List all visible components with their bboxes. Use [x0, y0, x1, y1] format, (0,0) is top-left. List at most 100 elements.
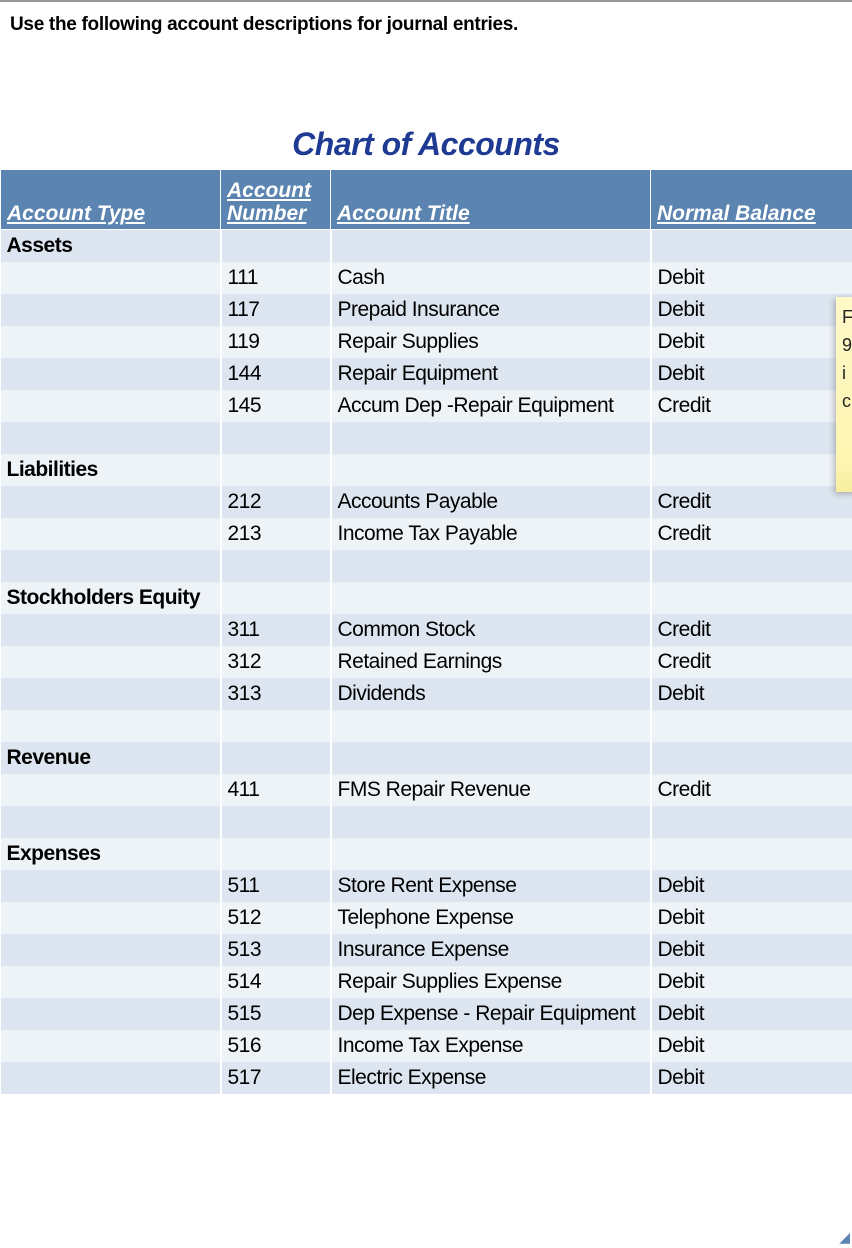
table-row: Stockholders Equity: [1, 582, 852, 614]
table-cell: [1, 550, 221, 582]
table-cell: Common Stock: [331, 614, 651, 646]
col-normal-balance: Normal Balance: [651, 170, 852, 230]
table-cell: 513: [221, 934, 331, 966]
table-cell: Expenses: [1, 838, 221, 870]
table-cell: [221, 230, 331, 262]
table-cell: [221, 454, 331, 486]
table-cell: 145: [221, 390, 331, 422]
table-cell: 312: [221, 646, 331, 678]
table-cell: Debit: [651, 262, 852, 294]
sticky-char: 9: [836, 331, 852, 359]
sticky-char: c: [836, 387, 852, 415]
table-cell: [651, 710, 852, 742]
table-cell: [1, 294, 221, 326]
table-row: [1, 550, 852, 582]
table-cell: Debit: [651, 998, 852, 1030]
table-cell: Debit: [651, 358, 852, 390]
table-cell: [331, 454, 651, 486]
table-cell: Electric Expense: [331, 1062, 651, 1094]
table-cell: [221, 742, 331, 774]
table-cell: Debit: [651, 326, 852, 358]
table-cell: 313: [221, 678, 331, 710]
col-account-number: Account Number: [221, 170, 331, 230]
table-cell: Dividends: [331, 678, 651, 710]
table-cell: [331, 230, 651, 262]
table-row: 312Retained EarningsCredit: [1, 646, 852, 678]
table-cell: [1, 646, 221, 678]
table-cell: Cash: [331, 262, 651, 294]
table-row: [1, 806, 852, 838]
table-cell: Assets: [1, 230, 221, 262]
table-cell: Stockholders Equity: [1, 582, 221, 614]
table-cell: [651, 806, 852, 838]
table-cell: 411: [221, 774, 331, 806]
table-cell: Telephone Expense: [331, 902, 651, 934]
table-cell: [1, 518, 221, 550]
table-row: 513Insurance ExpenseDebit: [1, 934, 852, 966]
table-header-row: Account Type Account Number Account Titl…: [1, 170, 852, 230]
table-cell: Debit: [651, 1062, 852, 1094]
table-cell: [1, 358, 221, 390]
table-row: [1, 710, 852, 742]
table-cell: Credit: [651, 390, 852, 422]
table-cell: 516: [221, 1030, 331, 1062]
table-row: 212Accounts PayableCredit: [1, 486, 852, 518]
table-cell: [1, 902, 221, 934]
table-row: 313DividendsDebit: [1, 678, 852, 710]
table-cell: 512: [221, 902, 331, 934]
table-cell: Credit: [651, 614, 852, 646]
sticky-char: i: [836, 359, 852, 387]
resize-corner-icon: ◢: [839, 1229, 850, 1246]
table-cell: Accum Dep -Repair Equipment: [331, 390, 651, 422]
table-cell: 117: [221, 294, 331, 326]
table-cell: Repair Equipment: [331, 358, 651, 390]
sticky-char: F: [836, 303, 852, 331]
table-row: 111CashDebit: [1, 262, 852, 294]
chart-title: Chart of Accounts: [0, 126, 852, 163]
table-cell: [651, 230, 852, 262]
table-row: 517Electric ExpenseDebit: [1, 1062, 852, 1094]
table-cell: [221, 710, 331, 742]
table-cell: [651, 582, 852, 614]
table-cell: Debit: [651, 966, 852, 998]
table-cell: 111: [221, 262, 331, 294]
table-row: Assets: [1, 230, 852, 262]
table-cell: [1, 326, 221, 358]
table-cell: 144: [221, 358, 331, 390]
table-cell: Retained Earnings: [331, 646, 651, 678]
table-cell: Credit: [651, 646, 852, 678]
table-cell: Debit: [651, 678, 852, 710]
table-row: Liabilities: [1, 454, 852, 486]
table-row: Expenses: [1, 838, 852, 870]
table-cell: Accounts Payable: [331, 486, 651, 518]
table-cell: [1, 966, 221, 998]
table-row: 213Income Tax PayableCredit: [1, 518, 852, 550]
table-cell: Credit: [651, 774, 852, 806]
table-cell: 119: [221, 326, 331, 358]
table-cell: Dep Expense - Repair Equipment: [331, 998, 651, 1030]
table-cell: 517: [221, 1062, 331, 1094]
col-account-type: Account Type: [1, 170, 221, 230]
table-cell: 514: [221, 966, 331, 998]
table-cell: Debit: [651, 870, 852, 902]
table-cell: Repair Supplies Expense: [331, 966, 651, 998]
table-cell: [331, 550, 651, 582]
instruction-text: Use the following account descriptions f…: [0, 2, 852, 36]
table-cell: Debit: [651, 902, 852, 934]
table-cell: 511: [221, 870, 331, 902]
table-row: 511Store Rent ExpenseDebit: [1, 870, 852, 902]
table-cell: 213: [221, 518, 331, 550]
table-cell: Revenue: [1, 742, 221, 774]
table-cell: [1, 710, 221, 742]
table-cell: [1, 998, 221, 1030]
table-cell: [331, 806, 651, 838]
table-cell: Income Tax Expense: [331, 1030, 651, 1062]
table-cell: Income Tax Payable: [331, 518, 651, 550]
table-cell: [331, 582, 651, 614]
table-cell: Credit: [651, 486, 852, 518]
col-account-title: Account Title: [331, 170, 651, 230]
table-cell: [1, 422, 221, 454]
chart-of-accounts-table: Account Type Account Number Account Titl…: [0, 169, 852, 1094]
table-cell: [331, 742, 651, 774]
table-row: 117Prepaid InsuranceDebit: [1, 294, 852, 326]
